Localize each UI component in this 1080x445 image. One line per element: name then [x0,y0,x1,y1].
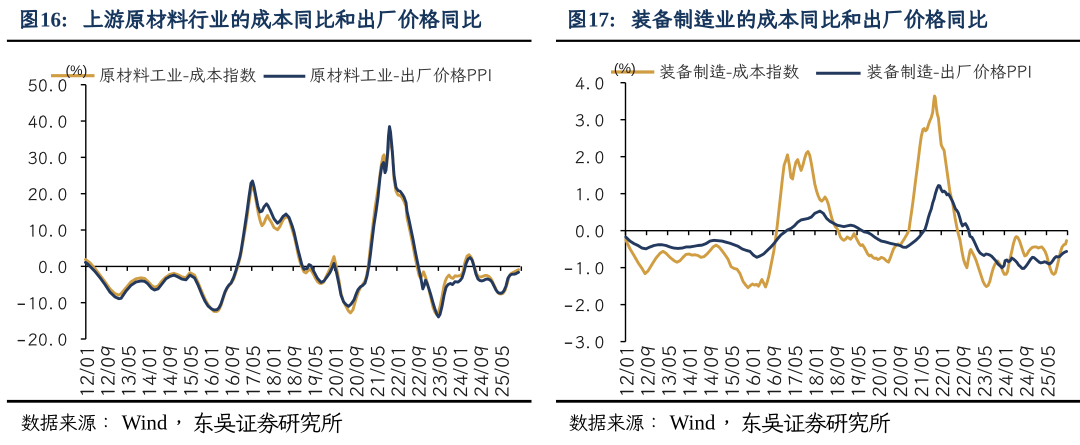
svg-text:Wind: Wind [122,411,168,435]
svg-text:Wind: Wind [670,411,716,435]
svg-text:(%): (%) [614,60,636,76]
svg-text:(%): (%) [66,62,88,78]
